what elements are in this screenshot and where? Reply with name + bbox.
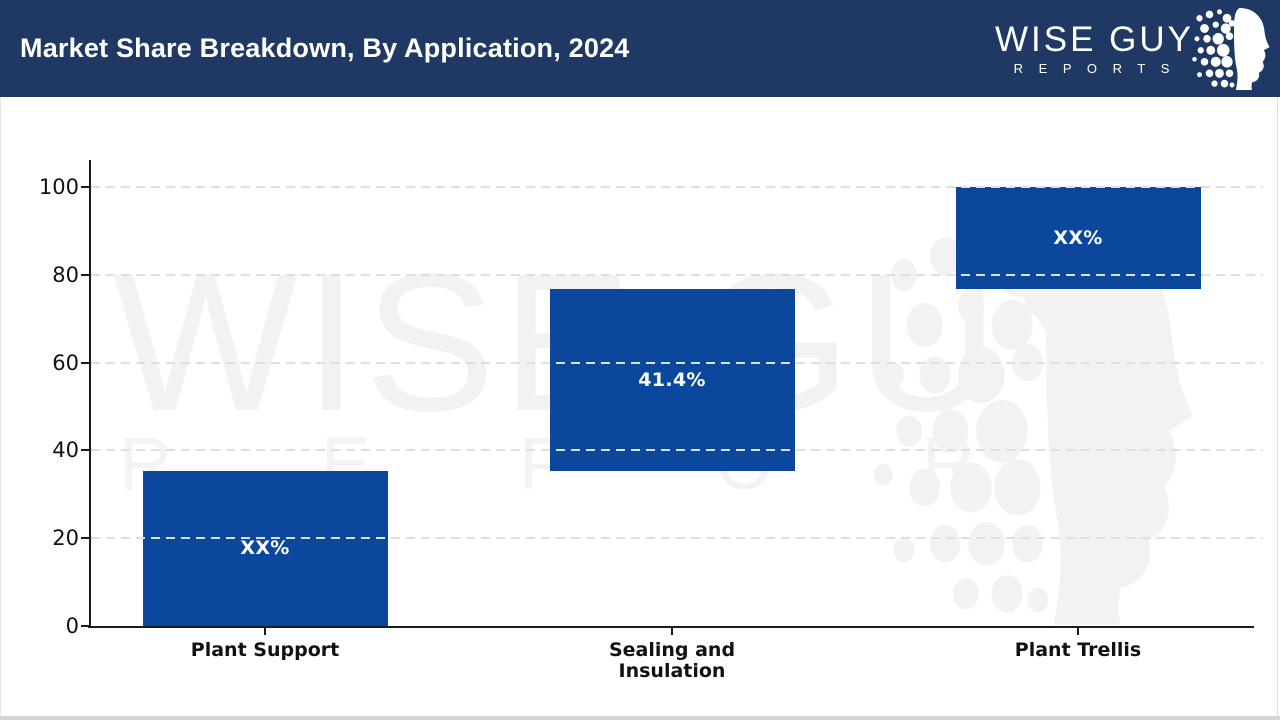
y-tick-mark bbox=[81, 449, 89, 452]
y-tick-mark bbox=[81, 273, 89, 276]
y-tick-mark bbox=[81, 625, 89, 627]
x-category-label: Plant Trellis bbox=[1014, 639, 1142, 661]
y-tick-label: 40 bbox=[52, 438, 79, 463]
brand-wordmark: WISE GUY R E P O R T S bbox=[995, 22, 1194, 75]
gridline-100 bbox=[91, 186, 1263, 188]
gridline-60 bbox=[91, 361, 1263, 364]
wiseguy-face-icon bbox=[1192, 7, 1272, 90]
chart-canvas: WISE GUY R E P O R T S XX%41.4%XX% 02040… bbox=[0, 97, 1280, 720]
bar-value-label: XX% bbox=[240, 537, 290, 560]
x-tick-mark bbox=[671, 628, 673, 635]
y-tick-label: 0 bbox=[65, 614, 79, 638]
brand-subtitle-text: R E P O R T S bbox=[1013, 61, 1176, 76]
gridline-20 bbox=[91, 537, 1263, 540]
x-category-label: Sealing and Insulation bbox=[608, 639, 736, 682]
bottom-divider bbox=[0, 716, 1280, 720]
gridline-40 bbox=[91, 449, 1263, 452]
y-tick-label: 100 bbox=[38, 175, 79, 199]
x-category-label: Plant Support bbox=[190, 639, 340, 661]
y-tick-label: 80 bbox=[52, 262, 79, 287]
y-axis-line bbox=[89, 160, 91, 628]
y-tick-label: 20 bbox=[52, 526, 79, 551]
x-tick-mark bbox=[1077, 628, 1079, 635]
x-tick-mark bbox=[264, 628, 266, 635]
header: Market Share Breakdown, By Application, … bbox=[0, 0, 1280, 97]
x-axis-line bbox=[88, 626, 1254, 628]
y-tick-mark bbox=[81, 361, 89, 364]
brand-logo: WISE GUY R E P O R T S bbox=[995, 7, 1280, 90]
page-title: Market Share Breakdown, By Application, … bbox=[20, 33, 630, 63]
y-tick-label: 60 bbox=[52, 350, 79, 375]
bar-plant-support: XX% bbox=[142, 470, 388, 626]
y-tick-mark bbox=[81, 186, 89, 188]
gridline-80 bbox=[91, 273, 1263, 276]
y-tick-mark bbox=[81, 537, 89, 540]
bar-value-label: XX% bbox=[1053, 226, 1103, 249]
brand-name-text: WISE GUY bbox=[994, 20, 1194, 59]
bar-sealing-and-insulation: 41.4% bbox=[549, 288, 795, 471]
bar-value-label: 41.4% bbox=[638, 368, 706, 391]
